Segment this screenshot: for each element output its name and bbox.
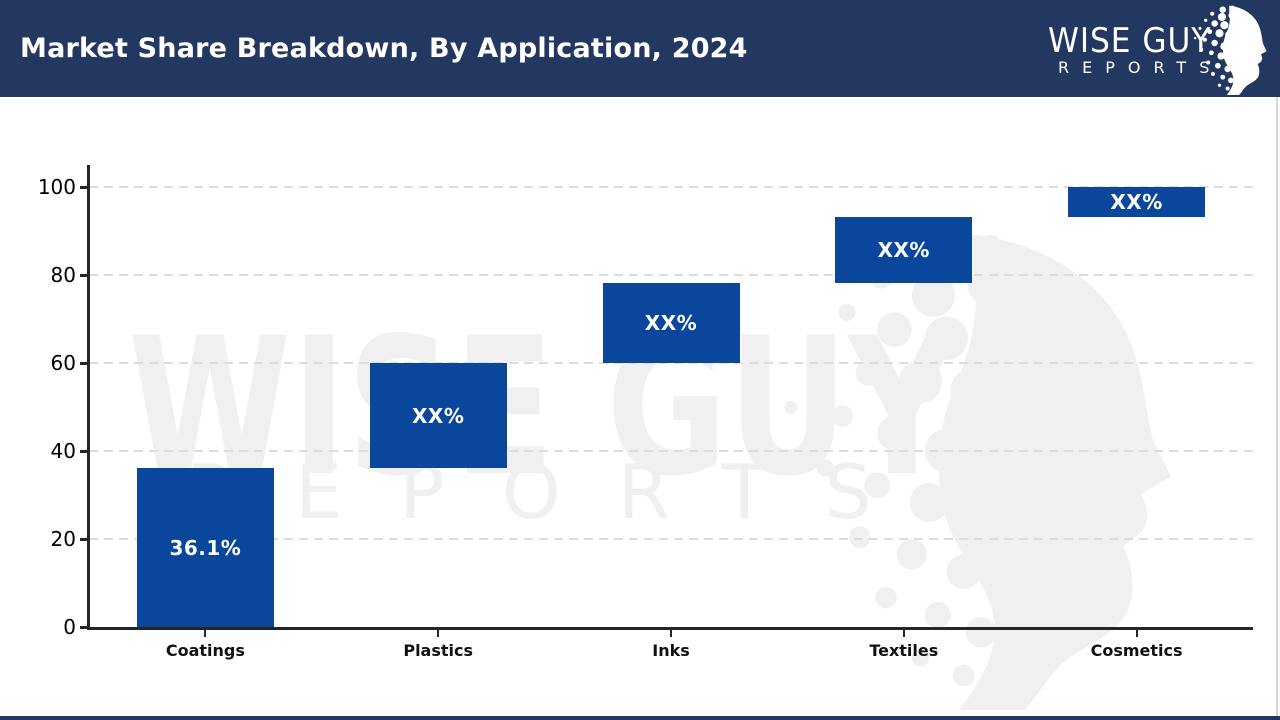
logo-subtitle: REPORTS <box>1058 58 1223 77</box>
chart-title: Market Share Breakdown, By Application, … <box>20 33 748 64</box>
y-tick-80 <box>80 274 89 277</box>
bar-value-label: XX% <box>1110 190 1163 215</box>
bar-textiles: XX% <box>835 217 973 284</box>
y-tick-0 <box>80 626 89 629</box>
gridline-80 <box>89 274 1253 276</box>
x-tick-plastics <box>437 629 440 637</box>
bar-value-label: XX% <box>877 238 930 263</box>
wiseguy-face-icon <box>1185 4 1267 95</box>
y-axis-line <box>87 165 90 630</box>
logo-wordmark: WISE GUY <box>1048 21 1212 61</box>
y-tick-label: 0 <box>63 615 76 639</box>
bar-value-label: XX% <box>411 403 465 428</box>
y-tick-20 <box>80 538 89 541</box>
bar-coatings: 36.1% <box>136 468 274 627</box>
gridline-60 <box>89 362 1253 364</box>
x-category-label: Textiles <box>869 641 939 660</box>
header-band: Market Share Breakdown, By Application, … <box>0 0 1280 97</box>
x-tick-inks <box>670 629 672 637</box>
y-tick-40 <box>80 450 89 453</box>
bar-cosmetics: XX% <box>1068 187 1206 218</box>
y-tick-100 <box>80 186 89 189</box>
y-tick-60 <box>80 362 89 365</box>
watermark-subtitle: REPORTS <box>186 448 929 536</box>
bar-plastics: XX% <box>369 363 507 469</box>
x-category-label: Inks <box>652 641 690 660</box>
x-axis-line <box>87 627 1253 630</box>
gridline-40 <box>89 450 1253 452</box>
x-category-label: Plastics <box>403 641 474 660</box>
y-tick-label: 20 <box>50 527 76 551</box>
figure-right-border <box>1276 97 1278 716</box>
y-tick-label: 80 <box>50 263 76 287</box>
gridline-100 <box>89 186 1253 188</box>
gridline-20 <box>89 538 1253 540</box>
bar-value-label: 36.1% <box>169 535 242 560</box>
x-category-label: Coatings <box>165 641 245 660</box>
bar-value-label: XX% <box>644 311 698 336</box>
x-category-label: Cosmetics <box>1090 641 1183 660</box>
x-tick-cosmetics <box>1135 629 1138 637</box>
x-tick-textiles <box>902 629 905 637</box>
y-tick-label: 60 <box>50 351 76 375</box>
wiseguy-logo: WISE GUY REPORTS <box>1022 0 1280 97</box>
x-tick-coatings <box>204 629 207 637</box>
footer-band <box>0 716 1280 720</box>
y-tick-label: 40 <box>50 439 76 463</box>
plot-area: 0 20 40 60 80 100 36.1% Coatings XX% Plastics XX% I… <box>0 97 1280 716</box>
bar-inks: XX% <box>602 283 740 363</box>
y-tick-label: 100 <box>37 175 76 199</box>
